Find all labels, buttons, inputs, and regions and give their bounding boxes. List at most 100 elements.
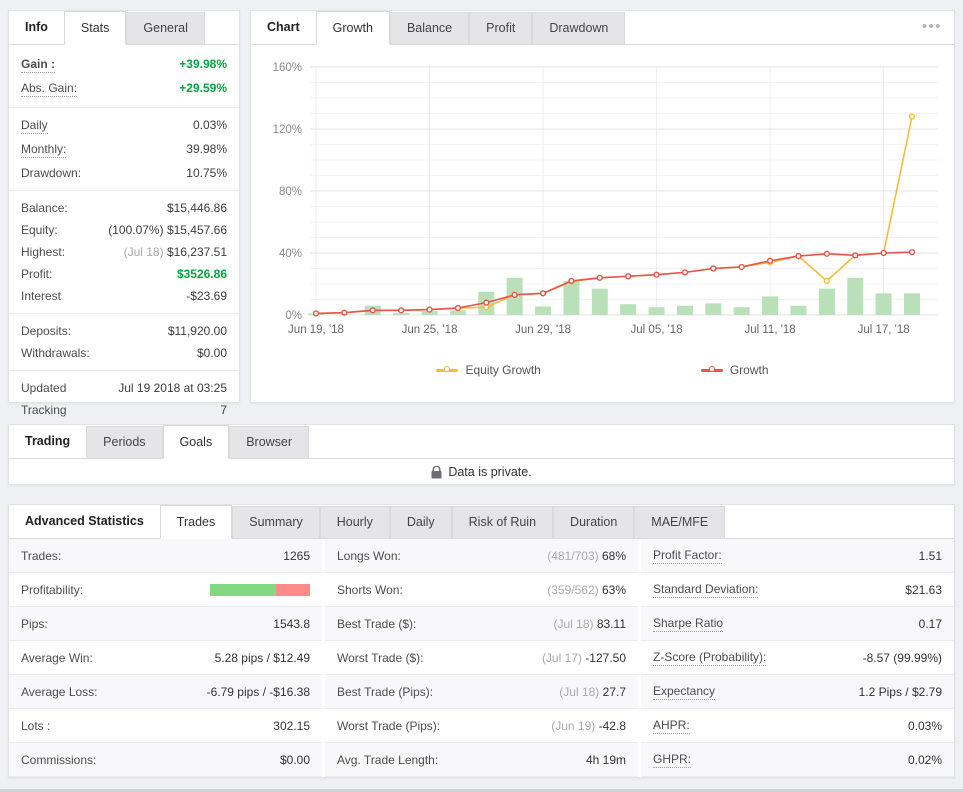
trading-panel: Trading Periods Goals Browser Data is pr… <box>8 424 955 485</box>
tab-hourly[interactable]: Hourly <box>319 506 390 538</box>
tab-general[interactable]: General <box>126 12 205 44</box>
tab-trades[interactable]: Trades <box>159 505 233 539</box>
stat-value: (100.07%) $15,457.66 <box>108 223 227 237</box>
stat-label: Average Loss: <box>21 684 98 699</box>
row-ghpr: GHPR: 0.02% <box>641 743 954 777</box>
stat-label: Tracking <box>21 403 67 417</box>
tab-stats[interactable]: Stats <box>63 11 127 45</box>
growth-chart-panel: Chart Growth Balance Profit Drawdown •••… <box>250 10 955 403</box>
row-worst-trade-usd: Worst Trade ($): (Jul 17) -127.50 <box>325 641 638 675</box>
row-standard-deviation: Standard Deviation: $21.63 <box>641 573 954 607</box>
tab-mae-mfe[interactable]: MAE/MFE <box>634 506 726 538</box>
tab-profit[interactable]: Profit <box>469 12 533 44</box>
stat-value: 1543.8 <box>273 616 310 631</box>
tab-browser[interactable]: Browser <box>229 426 310 458</box>
stat-label: Profitability: <box>21 582 84 597</box>
stat-value: $0.00 <box>196 346 227 360</box>
legend-item-growth[interactable]: Growth <box>700 363 769 377</box>
svg-text:Jun 25, '18: Jun 25, '18 <box>402 324 458 336</box>
profitability-bar <box>210 583 310 596</box>
row-commissions: Commissions: $0.00 <box>9 743 322 777</box>
stats-column-2: Longs Won: (481/703) 68% Shorts Won: (35… <box>325 539 638 777</box>
stat-label: Sharpe Ratio <box>653 615 724 632</box>
tab-advanced-statistics: Advanced Statistics <box>25 514 144 528</box>
legend-item-equity-growth[interactable]: Equity Growth <box>436 363 541 377</box>
stat-label: AHPR: <box>653 717 690 734</box>
tab-goals[interactable]: Goals <box>162 425 230 459</box>
row-profitability: Profitability: <box>9 573 322 607</box>
stat-label: Pips: <box>21 616 48 631</box>
stats-column-1: Trades: 1265 Profitability: Pips: 1543.8… <box>9 539 322 777</box>
chart-tabbar: Chart Growth Balance Profit Drawdown ••• <box>251 11 954 45</box>
tab-growth[interactable]: Growth <box>315 11 390 45</box>
row-best-trade-usd: Best Trade ($): (Jul 18) 83.11 <box>325 607 638 641</box>
tab-periods[interactable]: Periods <box>86 426 163 458</box>
row-profit-factor: Profit Factor: 1.51 <box>641 539 954 573</box>
divider <box>9 313 239 314</box>
stat-label: Shorts Won: <box>337 582 403 597</box>
stat-label: Commissions: <box>21 752 97 767</box>
row-average-win: Average Win: 5.28 pips / $12.49 <box>9 641 322 675</box>
tab-risk-of-ruin[interactable]: Risk of Ruin <box>451 506 554 538</box>
divider <box>9 370 239 371</box>
stat-value: $15,446.86 <box>166 201 227 215</box>
page-bottom-strip <box>0 789 963 792</box>
stat-value: (359/562) 63% <box>547 582 626 597</box>
stat-value: 1.2 Pips / $2.79 <box>858 684 942 699</box>
stat-label: Withdrawals: <box>21 346 90 360</box>
stat-label: Deposits: <box>21 324 72 338</box>
tab-balance[interactable]: Balance <box>389 12 470 44</box>
stat-label: Interest <box>21 289 62 303</box>
stat-value: (Jul 17) -127.50 <box>541 650 626 665</box>
tab-summary[interactable]: Summary <box>232 506 320 538</box>
tab-info[interactable]: Info <box>25 20 48 34</box>
stat-value: 7 <box>220 403 227 417</box>
stat-label: Drawdown: <box>21 166 82 180</box>
stat-label: Updated <box>21 381 67 395</box>
stat-value: -6.79 pips / -$16.38 <box>206 684 310 699</box>
stat-row-profit: Profit: $3526.86 <box>9 263 239 285</box>
tab-drawdown[interactable]: Drawdown <box>532 12 626 44</box>
tab-daily[interactable]: Daily <box>389 506 452 538</box>
row-worst-trade-pips: Worst Trade (Pips): (Jun 19) -42.8 <box>325 709 638 743</box>
row-best-trade-pips: Best Trade (Pips): (Jul 18) 27.7 <box>325 675 638 709</box>
stat-label: Gain : <box>21 57 56 73</box>
stat-value: (Jul 18) $16,237.51 <box>123 245 227 259</box>
svg-text:Jul 11, '18: Jul 11, '18 <box>744 324 795 336</box>
stat-label: Abs. Gain: <box>21 81 78 97</box>
stat-value: $11,920.00 <box>167 324 227 338</box>
stat-label: Trades: <box>21 548 62 563</box>
row-lots: Lots : 302.15 <box>9 709 322 743</box>
stat-label: Best Trade ($): <box>337 616 417 631</box>
row-average-loss: Average Loss: -6.79 pips / -$16.38 <box>9 675 322 709</box>
stat-row-deposits: Deposits: $11,920.00 <box>9 320 239 342</box>
stat-label: Lots : <box>21 718 51 733</box>
growth-swatch-icon <box>700 366 723 372</box>
equity-growth-swatch-icon <box>436 366 459 372</box>
stat-label: Daily <box>21 118 48 134</box>
stat-value: Jul 19 2018 at 03:25 <box>118 381 227 395</box>
stat-row-updated: Updated Jul 19 2018 at 03:25 <box>9 377 239 399</box>
row-expectancy: Expectancy 1.2 Pips / $2.79 <box>641 675 954 709</box>
divider <box>9 190 239 191</box>
stats-tabbar: Info Stats General <box>9 11 239 45</box>
stat-label: GHPR: <box>653 751 692 768</box>
chart-legend: Equity Growth Growth <box>251 363 954 377</box>
stat-label: Average Win: <box>21 650 93 665</box>
advanced-tabbar: Advanced Statistics Trades Summary Hourl… <box>9 505 954 539</box>
stat-label: Monthly: <box>21 142 67 158</box>
svg-text:0%: 0% <box>285 310 302 322</box>
stat-value: 4h 19m <box>585 752 626 767</box>
stat-row-drawdown: Drawdown: 10.75% <box>9 162 239 184</box>
stat-value: 0.03% <box>192 118 227 132</box>
svg-text:120%: 120% <box>273 124 302 136</box>
stat-row-equity: Equity: (100.07%) $15,457.66 <box>9 219 239 241</box>
svg-text:160%: 160% <box>273 62 302 74</box>
chart-options-menu-icon[interactable]: ••• <box>921 18 942 35</box>
svg-text:Jun 29, '18: Jun 29, '18 <box>515 324 571 336</box>
stat-value: $3526.86 <box>176 267 227 281</box>
stat-value: +39.98% <box>179 57 227 71</box>
legend-label: Equity Growth <box>465 363 541 377</box>
stat-label: Equity: <box>21 223 58 237</box>
tab-duration[interactable]: Duration <box>553 506 635 538</box>
